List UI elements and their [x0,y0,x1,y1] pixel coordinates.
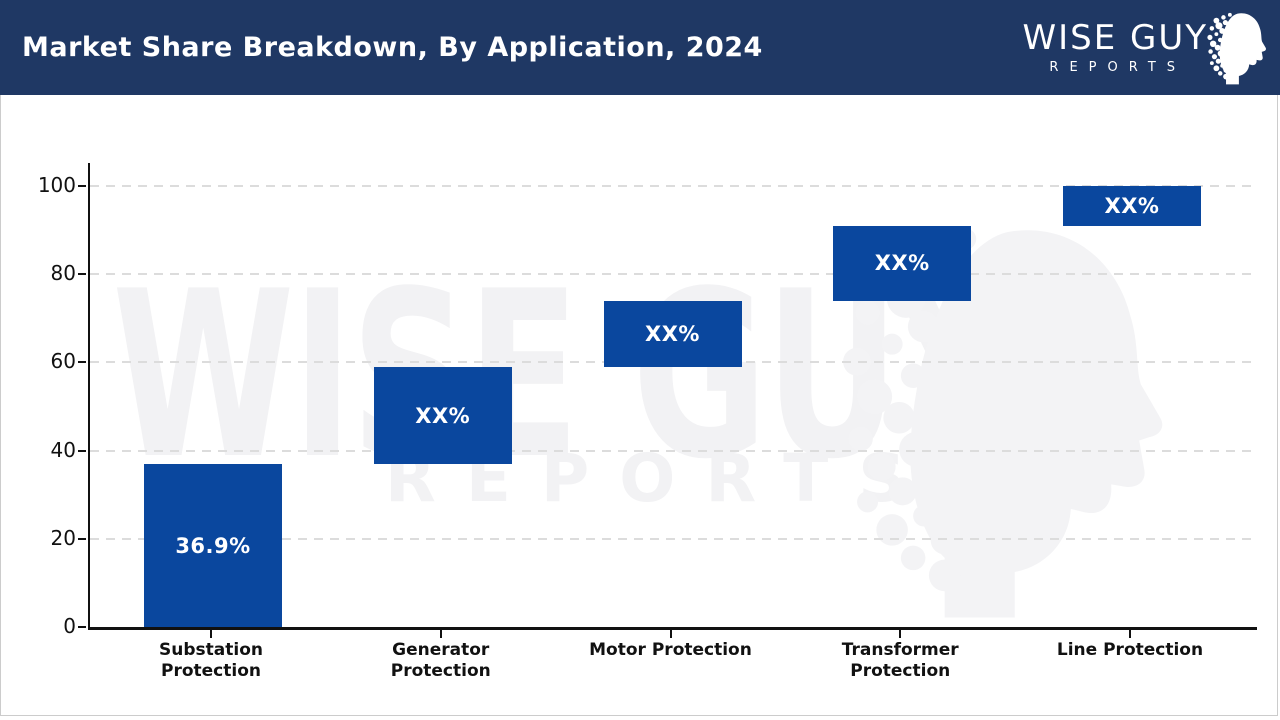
category-label: Generator Protection [390,640,491,681]
brand-subname: REPORTS [1049,60,1187,75]
brand-name: WISE GUY [1022,18,1208,58]
bar-value-label: XX% [645,321,700,346]
category-label: Line Protection [1056,640,1204,660]
xtick-mark [899,630,902,638]
brand-wordmark: WISE GUY REPORTS [1022,21,1208,74]
bar-line-protection: XX% [1063,185,1201,226]
ytick-label-0: 0 [63,614,76,638]
ytick-mark [78,273,86,276]
gridline-80 [90,273,1257,276]
xtick-mark [669,630,672,638]
xtick-mark [210,630,212,638]
ytick-label-40: 40 [50,437,76,462]
bar-value-label: XX% [1104,193,1160,218]
bar-value-label: XX% [874,251,930,276]
ytick-mark [78,626,86,628]
ytick-mark [78,361,86,364]
category-label: Motor Protection [589,640,752,660]
header-bar: Market Share Breakdown, By Application, … [0,0,1280,95]
ytick-label-80: 80 [50,261,76,286]
bar-generator-protection: XX% [373,366,512,465]
bar-substation-protection: 36.9% [144,464,282,627]
ytick-label-100: 100 [37,172,76,197]
gridline-20 [90,537,1257,540]
category-label: Transformer Protection [841,640,959,681]
chart-title: Market Share Breakdown, By Application, … [22,32,763,63]
ytick-mark [78,537,86,540]
plot-area: 36.9% XX% XX% XX% XX% [88,163,1257,630]
gridline-40 [90,449,1257,452]
bar-value-label: XX% [415,403,471,428]
bar-value-label: 36.9% [175,533,251,558]
gridline-100 [90,184,1257,187]
ytick-label-20: 20 [50,525,76,550]
bar-motor-protection: XX% [603,300,742,367]
brand-face-icon [1207,12,1266,84]
bar-transformer-protection: XX% [833,225,972,301]
ytick-mark [78,184,86,187]
ytick-mark [78,449,86,452]
brand-logo: WISE GUY REPORTS [1022,11,1270,85]
xtick-mark [439,630,442,638]
xtick-mark [1129,630,1131,638]
category-label: Substation Protection [159,640,263,681]
ytick-label-60: 60 [50,349,76,374]
